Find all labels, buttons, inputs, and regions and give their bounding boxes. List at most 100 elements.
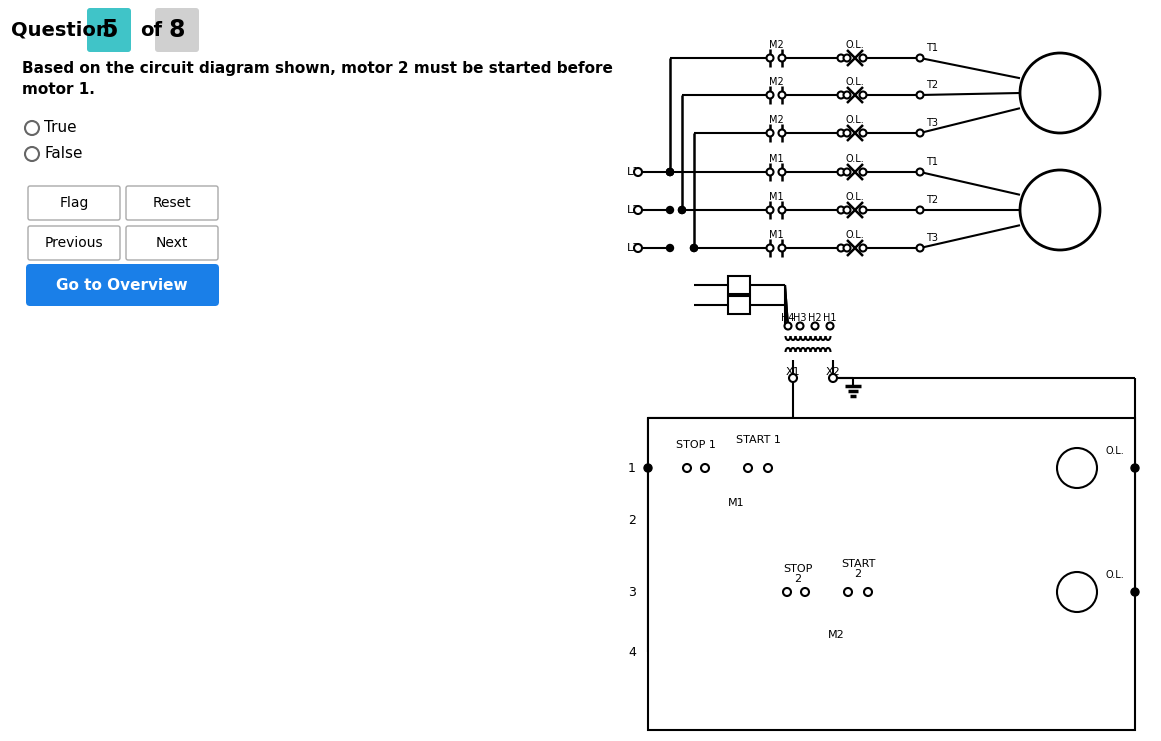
Circle shape: [783, 588, 791, 596]
Text: Question: Question: [10, 21, 110, 39]
Circle shape: [859, 245, 866, 251]
Text: #2: #2: [1051, 104, 1069, 118]
Text: True: True: [44, 121, 77, 136]
Text: Go to Overview: Go to Overview: [56, 277, 188, 293]
Circle shape: [634, 168, 642, 176]
Text: 2: 2: [794, 574, 801, 584]
Circle shape: [859, 91, 866, 99]
Text: 2: 2: [854, 569, 861, 579]
Circle shape: [916, 245, 923, 251]
FancyBboxPatch shape: [648, 418, 1135, 730]
Text: #1: #1: [1051, 222, 1069, 234]
Text: O.L.: O.L.: [1105, 570, 1124, 580]
Circle shape: [916, 168, 923, 176]
Text: MOTOR: MOTOR: [1037, 91, 1083, 104]
Circle shape: [666, 168, 673, 176]
Circle shape: [779, 245, 786, 251]
Circle shape: [1131, 588, 1139, 596]
Circle shape: [779, 168, 786, 176]
Text: T2: T2: [926, 195, 938, 205]
Circle shape: [1131, 464, 1139, 472]
Text: T2: T2: [926, 80, 938, 90]
Text: Previous: Previous: [44, 236, 103, 250]
Text: O.L.: O.L.: [845, 192, 865, 202]
Text: O.L.: O.L.: [845, 154, 865, 164]
Text: O.L.: O.L.: [845, 115, 865, 125]
Circle shape: [844, 55, 851, 62]
Text: O.L.: O.L.: [845, 40, 865, 50]
Text: 3-Ø: 3-Ø: [1048, 79, 1072, 91]
Circle shape: [837, 245, 844, 251]
Text: L2: L2: [627, 205, 641, 215]
FancyBboxPatch shape: [127, 226, 218, 260]
Text: L3: L3: [627, 243, 640, 253]
Circle shape: [1021, 53, 1099, 133]
Circle shape: [844, 245, 851, 251]
Circle shape: [766, 207, 773, 213]
Text: M1: M1: [769, 192, 784, 202]
Circle shape: [916, 55, 923, 62]
Text: STOP: STOP: [784, 564, 813, 574]
Circle shape: [701, 464, 709, 472]
Circle shape: [691, 245, 698, 251]
Circle shape: [764, 464, 772, 472]
Circle shape: [779, 91, 786, 99]
Text: M2: M2: [769, 77, 784, 87]
FancyBboxPatch shape: [156, 8, 199, 52]
Text: O.L.: O.L.: [1105, 446, 1124, 456]
Circle shape: [864, 588, 872, 596]
Circle shape: [827, 322, 834, 330]
Circle shape: [678, 207, 685, 213]
Text: motor 1.: motor 1.: [22, 82, 95, 98]
Circle shape: [766, 130, 773, 136]
Text: M1: M1: [728, 498, 744, 508]
Text: False: False: [44, 147, 82, 162]
FancyBboxPatch shape: [610, 0, 1161, 741]
Text: Reset: Reset: [153, 196, 192, 210]
Text: T1: T1: [926, 157, 938, 167]
Text: 2: 2: [628, 514, 636, 527]
Circle shape: [844, 130, 851, 136]
Circle shape: [666, 207, 673, 213]
Circle shape: [829, 374, 837, 382]
Text: T3: T3: [926, 118, 938, 128]
Circle shape: [779, 207, 786, 213]
Text: STOP 1: STOP 1: [676, 440, 716, 450]
Circle shape: [666, 168, 673, 176]
Circle shape: [812, 322, 819, 330]
Circle shape: [1057, 572, 1097, 612]
Text: of: of: [140, 21, 163, 39]
Circle shape: [766, 55, 773, 62]
Text: X2: X2: [825, 367, 841, 377]
Text: M2: M2: [1068, 585, 1087, 599]
Text: 1: 1: [628, 462, 636, 474]
Circle shape: [859, 55, 866, 62]
Text: 8: 8: [168, 18, 186, 42]
FancyBboxPatch shape: [728, 276, 750, 294]
Circle shape: [837, 168, 844, 176]
Circle shape: [779, 130, 786, 136]
Circle shape: [837, 91, 844, 99]
Circle shape: [801, 588, 809, 596]
Circle shape: [859, 168, 866, 176]
FancyBboxPatch shape: [728, 296, 750, 314]
Text: M2: M2: [769, 40, 784, 50]
Circle shape: [26, 121, 39, 135]
Circle shape: [666, 168, 673, 176]
Circle shape: [916, 130, 923, 136]
Text: M1: M1: [1068, 462, 1087, 474]
Text: 3: 3: [628, 585, 636, 599]
Text: T3: T3: [926, 233, 938, 243]
FancyBboxPatch shape: [28, 186, 120, 220]
FancyBboxPatch shape: [0, 0, 610, 741]
Text: Next: Next: [156, 236, 188, 250]
FancyBboxPatch shape: [87, 8, 131, 52]
Circle shape: [766, 245, 773, 251]
Circle shape: [1057, 448, 1097, 488]
Text: H1: H1: [823, 313, 837, 323]
Circle shape: [666, 245, 673, 251]
Text: O.L.: O.L.: [845, 230, 865, 240]
FancyBboxPatch shape: [127, 186, 218, 220]
Circle shape: [859, 130, 866, 136]
Circle shape: [844, 91, 851, 99]
